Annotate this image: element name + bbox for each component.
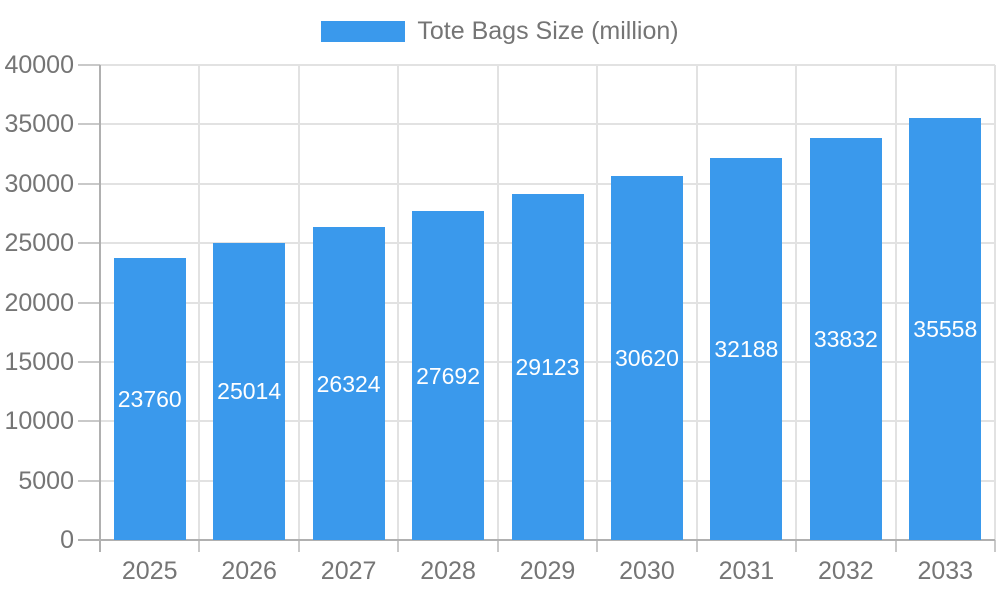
- bar[interactable]: 25014: [213, 242, 286, 540]
- x-axis-label: 2030: [619, 557, 675, 585]
- x-axis-tick: [297, 540, 300, 552]
- bar[interactable]: 26324: [312, 227, 385, 540]
- y-axis-label: 30000: [4, 169, 74, 198]
- x-gridline: [496, 65, 499, 540]
- bar-value-label: 26324: [316, 370, 381, 397]
- x-axis-tick: [894, 540, 897, 552]
- x-gridline: [596, 65, 599, 540]
- bar[interactable]: 35558: [909, 117, 982, 540]
- y-axis-tick: [78, 64, 100, 66]
- x-axis-label: 2026: [221, 557, 277, 585]
- bar-value-label: 29123: [515, 354, 580, 381]
- x-gridline: [695, 65, 698, 540]
- y-axis-label: 35000: [4, 110, 74, 139]
- x-axis-label: 2025: [121, 557, 178, 585]
- y-axis-label: 25000: [4, 229, 74, 258]
- bar[interactable]: 29123: [511, 194, 584, 540]
- bar-value-label: 30620: [614, 345, 679, 372]
- y-axis-label: 15000: [4, 347, 74, 376]
- legend[interactable]: Tote Bags Size (million): [0, 17, 1000, 45]
- x-axis-line: [78, 539, 995, 541]
- y-axis-tick: [78, 420, 100, 423]
- x-axis-label: 2027: [320, 557, 377, 585]
- y-gridline: [100, 64, 995, 66]
- x-axis-tick: [695, 540, 698, 552]
- bar[interactable]: 23760: [113, 257, 186, 540]
- bar-value-label: 35558: [913, 315, 978, 342]
- y-axis-label: 20000: [4, 288, 74, 317]
- x-gridline: [994, 65, 996, 540]
- y-axis-label: 40000: [4, 51, 74, 79]
- x-gridline: [397, 65, 400, 540]
- y-axis-line: [99, 65, 101, 552]
- x-axis-tick: [994, 540, 996, 552]
- y-gridline: [100, 182, 995, 185]
- x-axis-label: 2031: [718, 557, 775, 585]
- bar[interactable]: 32188: [710, 157, 783, 540]
- legend-label: Tote Bags Size (million): [417, 17, 679, 45]
- x-gridline: [894, 65, 897, 540]
- bar[interactable]: 33832: [809, 138, 882, 540]
- x-gridline: [297, 65, 300, 540]
- bar[interactable]: 27692: [412, 211, 485, 540]
- bar-value-label: 25014: [217, 378, 282, 405]
- y-axis-label: 10000: [4, 407, 74, 436]
- x-axis-tick: [496, 540, 499, 552]
- bar-value-label: 23760: [117, 385, 182, 412]
- y-axis-tick: [78, 182, 100, 185]
- x-axis-tick: [397, 540, 400, 552]
- y-axis-tick: [78, 360, 100, 363]
- x-gridline: [198, 65, 201, 540]
- x-axis-label: 2032: [818, 557, 874, 585]
- y-axis-label: 5000: [18, 466, 74, 495]
- x-axis-tick: [198, 540, 201, 552]
- y-axis-label: 0: [60, 526, 74, 554]
- x-gridline: [795, 65, 798, 540]
- x-axis-tick: [596, 540, 599, 552]
- bar-value-label: 33832: [813, 326, 878, 353]
- x-axis-label: 2028: [420, 557, 476, 585]
- legend-swatch: [321, 20, 406, 42]
- x-axis-label: 2033: [917, 557, 974, 585]
- y-axis-tick: [78, 301, 100, 304]
- bar-value-label: 32188: [714, 335, 779, 362]
- y-axis-tick: [78, 123, 100, 126]
- bar[interactable]: 30620: [610, 176, 683, 540]
- y-axis-tick: [78, 479, 100, 482]
- y-gridline: [100, 123, 995, 126]
- bar-value-label: 27692: [416, 362, 481, 389]
- x-axis-label: 2029: [519, 557, 576, 585]
- x-axis-tick: [795, 540, 798, 552]
- y-axis-tick: [78, 242, 100, 245]
